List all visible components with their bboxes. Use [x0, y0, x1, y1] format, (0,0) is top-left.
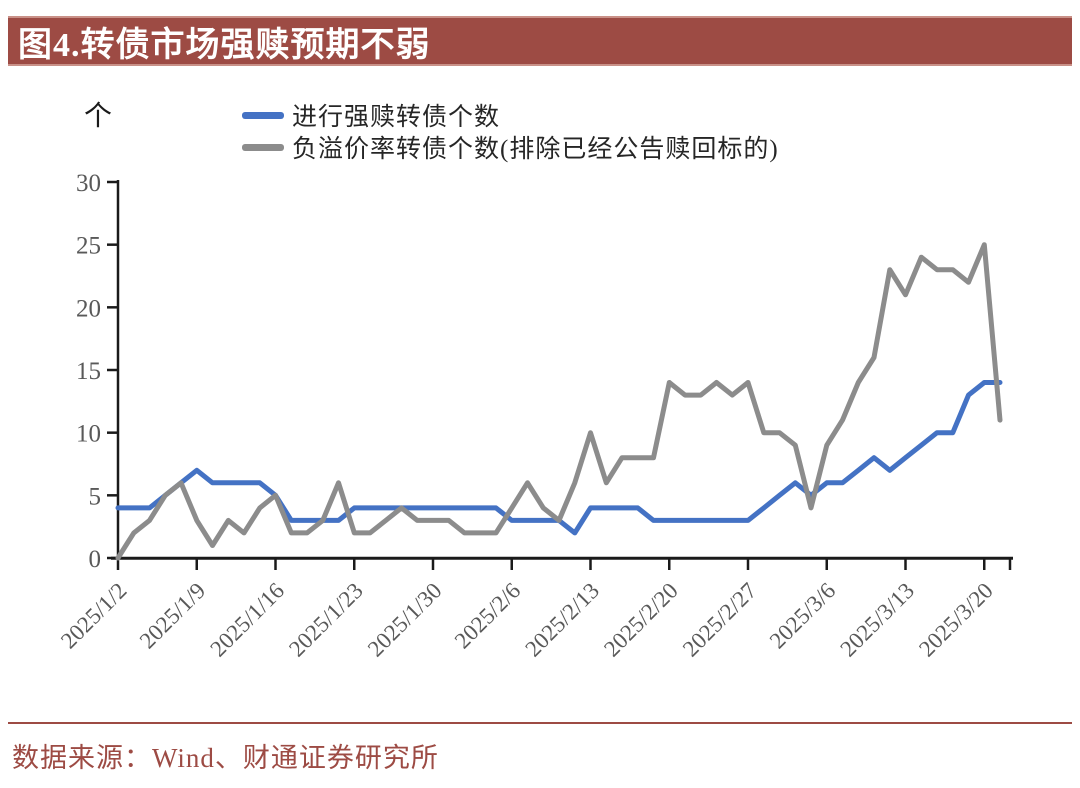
x-tick-label: 2025/1/16	[205, 578, 289, 662]
blue-series-line	[115, 380, 1003, 536]
gray-series-line	[115, 242, 1003, 561]
y-tick-label: 10	[76, 421, 101, 448]
figure-title-bar: 图4.转债市场强赎预期不弱	[8, 16, 1072, 66]
x-tick-label: 2025/2/20	[599, 578, 683, 662]
x-tick-label: 2025/3/13	[835, 578, 919, 662]
legend-item-negative-premium-count: 负溢价率转债个数(排除已经公告赎回标的)	[242, 131, 779, 163]
footer-divider	[8, 722, 1072, 724]
x-tick-label: 2025/2/13	[520, 578, 604, 662]
legend-swatch-gray	[242, 143, 284, 151]
legend-label: 进行强赎转债个数	[292, 104, 501, 131]
y-tick-label: 30	[76, 170, 101, 197]
y-tick-label: 20	[76, 295, 101, 322]
y-tick-label: 25	[76, 233, 101, 260]
x-tick-label: 2025/1/2	[56, 578, 132, 654]
legend-item-forced-redemption-count: 进行强赎转债个数	[242, 99, 779, 131]
x-tick-label: 2025/2/6	[450, 578, 526, 654]
y-tick-label: 0	[89, 546, 102, 573]
y-tick-label: 5	[89, 483, 102, 510]
chart-area: 0 5 10 15 20 25 30 2025/1/2 2025/1/9 2025/1/16 202…	[0, 66, 1080, 716]
x-tick-label: 2025/1/23	[284, 578, 368, 662]
data-source-note: 数据来源：Wind、财通证券研究所	[12, 743, 439, 773]
x-tick-label: 2025/2/27	[678, 578, 762, 662]
x-tick-label: 2025/1/30	[363, 578, 447, 662]
y-axis-unit-label: 个	[84, 101, 113, 132]
x-tick-label: 2025/3/20	[914, 578, 998, 662]
legend-swatch-blue	[242, 111, 284, 119]
legend-label: 负溢价率转债个数(排除已经公告赎回标的)	[292, 136, 779, 163]
chart-legend: 进行强赎转债个数 负溢价率转债个数(排除已经公告赎回标的)	[242, 99, 779, 163]
x-tick-label: 2025/1/9	[135, 578, 211, 654]
figure-title: 图4.转债市场强赎预期不弱	[18, 26, 431, 64]
y-tick-label: 15	[76, 358, 101, 385]
x-tick-label: 2025/3/6	[765, 578, 841, 654]
